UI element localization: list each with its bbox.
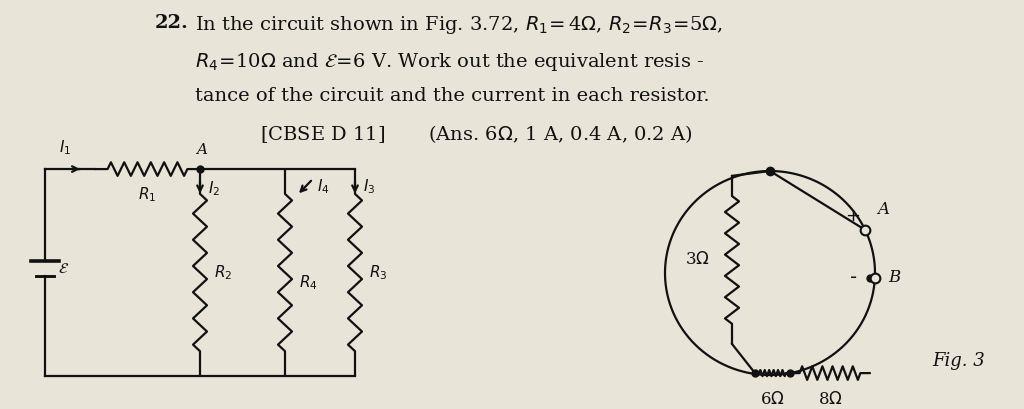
Text: A: A xyxy=(197,144,208,157)
Text: $R_4\!=\!$10$\Omega$ and $\mathcal{E}\!=\!$6 V. Work out the equivalent resis -: $R_4\!=\!$10$\Omega$ and $\mathcal{E}\!=… xyxy=(195,51,705,72)
Text: [CBSE D 11]       (Ans. 6$\Omega$, 1 A, 0.4 A, 0.2 A): [CBSE D 11] (Ans. 6$\Omega$, 1 A, 0.4 A,… xyxy=(260,124,692,145)
Text: +: + xyxy=(845,207,860,225)
Text: B: B xyxy=(888,270,900,286)
Text: Fig. 3: Fig. 3 xyxy=(932,352,985,370)
Text: A: A xyxy=(878,201,889,218)
Text: -: - xyxy=(850,268,857,288)
Text: $R_1$: $R_1$ xyxy=(138,186,157,204)
Text: 22.: 22. xyxy=(155,13,188,31)
Text: $I_2$: $I_2$ xyxy=(208,179,220,198)
Text: In the circuit shown in Fig. 3.72, $R_1\!=$4$\Omega$, $R_2\!=\!R_3\!=\!$5$\Omega: In the circuit shown in Fig. 3.72, $R_1\… xyxy=(195,13,723,36)
Text: 6$\Omega$: 6$\Omega$ xyxy=(760,391,784,408)
Text: $R_3$: $R_3$ xyxy=(369,263,387,282)
Text: 3$\Omega$: 3$\Omega$ xyxy=(685,252,710,268)
Text: $R_4$: $R_4$ xyxy=(299,273,317,292)
Text: $R_2$: $R_2$ xyxy=(214,263,232,282)
Text: $I_3$: $I_3$ xyxy=(362,177,376,196)
Text: $\mathcal{E}$: $\mathcal{E}$ xyxy=(58,262,70,276)
Text: 8$\Omega$: 8$\Omega$ xyxy=(817,391,843,408)
Text: $I_1$: $I_1$ xyxy=(59,139,71,157)
Text: $I_4$: $I_4$ xyxy=(317,177,330,196)
Text: tance of the circuit and the current in each resistor.: tance of the circuit and the current in … xyxy=(195,88,710,106)
